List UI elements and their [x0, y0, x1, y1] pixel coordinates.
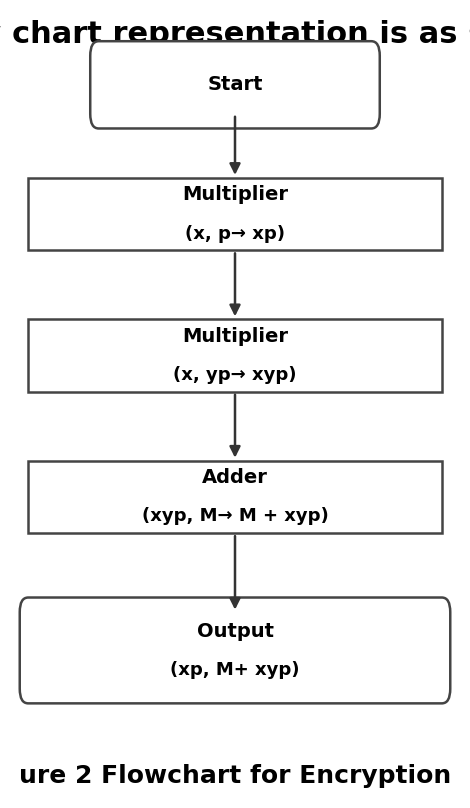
Text: (x, p→ xp): (x, p→ xp): [185, 225, 285, 242]
FancyBboxPatch shape: [28, 178, 442, 250]
Text: (xyp, M→ M + xyp): (xyp, M→ M + xyp): [141, 507, 329, 525]
Text: Multiplier: Multiplier: [182, 185, 288, 204]
FancyBboxPatch shape: [20, 597, 450, 703]
FancyBboxPatch shape: [90, 41, 380, 128]
Text: Output: Output: [196, 621, 274, 641]
Text: Multiplier: Multiplier: [182, 326, 288, 346]
Text: (xp, M+ xyp): (xp, M+ xyp): [170, 661, 300, 679]
Text: Adder: Adder: [202, 468, 268, 487]
Text: Start: Start: [207, 75, 263, 95]
Text: (x, yp→ xyp): (x, yp→ xyp): [173, 366, 297, 384]
Text: ure 2 Flowchart for Encryption: ure 2 Flowchart for Encryption: [19, 764, 451, 788]
FancyBboxPatch shape: [28, 319, 442, 392]
FancyBboxPatch shape: [28, 461, 442, 533]
Text: low chart representation is as sho: low chart representation is as sho: [0, 20, 470, 49]
